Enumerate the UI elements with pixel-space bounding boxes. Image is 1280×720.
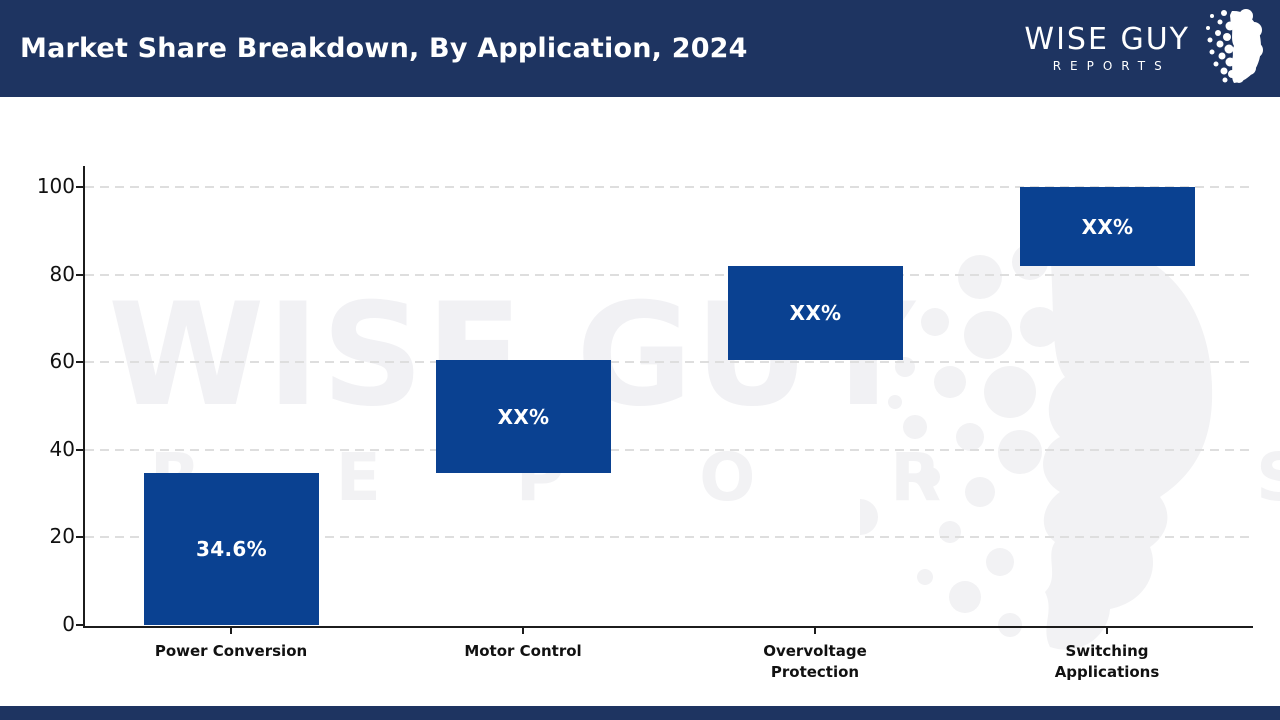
y-axis-tick-mark (76, 273, 84, 276)
x-category-label: Power Conversion (154, 642, 308, 660)
bar-value-label: 34.6% (196, 537, 267, 561)
y-axis-tick-label: 40 (49, 436, 75, 461)
bar-value-label: XX% (789, 301, 842, 325)
footer-bar (0, 706, 1280, 720)
header-bar: Market Share Breakdown, By Application, … (0, 0, 1280, 97)
x-axis-line (83, 626, 1253, 628)
y-axis-tick-mark (76, 361, 84, 364)
gridline-60 (85, 361, 1253, 364)
brand-logo-text: WISE GUY REPORTS (1024, 22, 1190, 73)
brand-logo-line2: REPORTS (1052, 59, 1171, 73)
x-axis-tick-mark (814, 627, 816, 634)
gridline-100 (85, 186, 1253, 188)
x-axis-tick-mark (522, 627, 524, 634)
gridline-20 (85, 536, 1253, 539)
x-axis-tick-mark (1106, 627, 1108, 634)
y-axis-tick-label: 100 (36, 174, 75, 198)
y-axis-line (83, 166, 85, 628)
bar-value-label: XX% (1081, 214, 1134, 239)
x-category-label: Motor Control (464, 642, 582, 660)
x-axis-tick-mark (230, 627, 232, 634)
y-axis-tick-mark (76, 448, 84, 451)
page-title: Market Share Breakdown, By Application, … (20, 33, 748, 64)
y-axis-tick-label: 20 (49, 524, 75, 549)
brand-logo: WISE GUY REPORTS (1024, 6, 1266, 92)
chart-plot-area: WISE GUY R E P O R T S 0 20 40 60 8 (0, 97, 1280, 706)
x-category-label: Overvoltage Protection (763, 642, 867, 681)
wiseguy-head-watermark-icon (842, 217, 1240, 691)
bar-segment-1: 34.6% (144, 473, 319, 625)
bar-segment-4: XX% (1020, 187, 1195, 266)
y-axis-tick-mark (76, 536, 84, 539)
x-category-label: Switching Applications (1054, 642, 1160, 681)
bar-segment-3: XX% (728, 266, 903, 360)
y-axis-tick-label: 60 (49, 349, 75, 374)
y-axis-tick-mark (76, 624, 84, 626)
bar-segment-2: XX% (436, 360, 611, 473)
brand-logo-line1: WISE GUY (1024, 22, 1190, 57)
bar-value-label: XX% (497, 404, 550, 429)
y-axis-tick-label: 0 (62, 612, 75, 636)
y-axis-tick-label: 80 (49, 261, 75, 286)
wiseguy-head-icon (1194, 6, 1266, 92)
y-axis-tick-mark (76, 186, 84, 188)
gridline-80 (85, 273, 1253, 276)
gridline-40 (85, 448, 1253, 451)
